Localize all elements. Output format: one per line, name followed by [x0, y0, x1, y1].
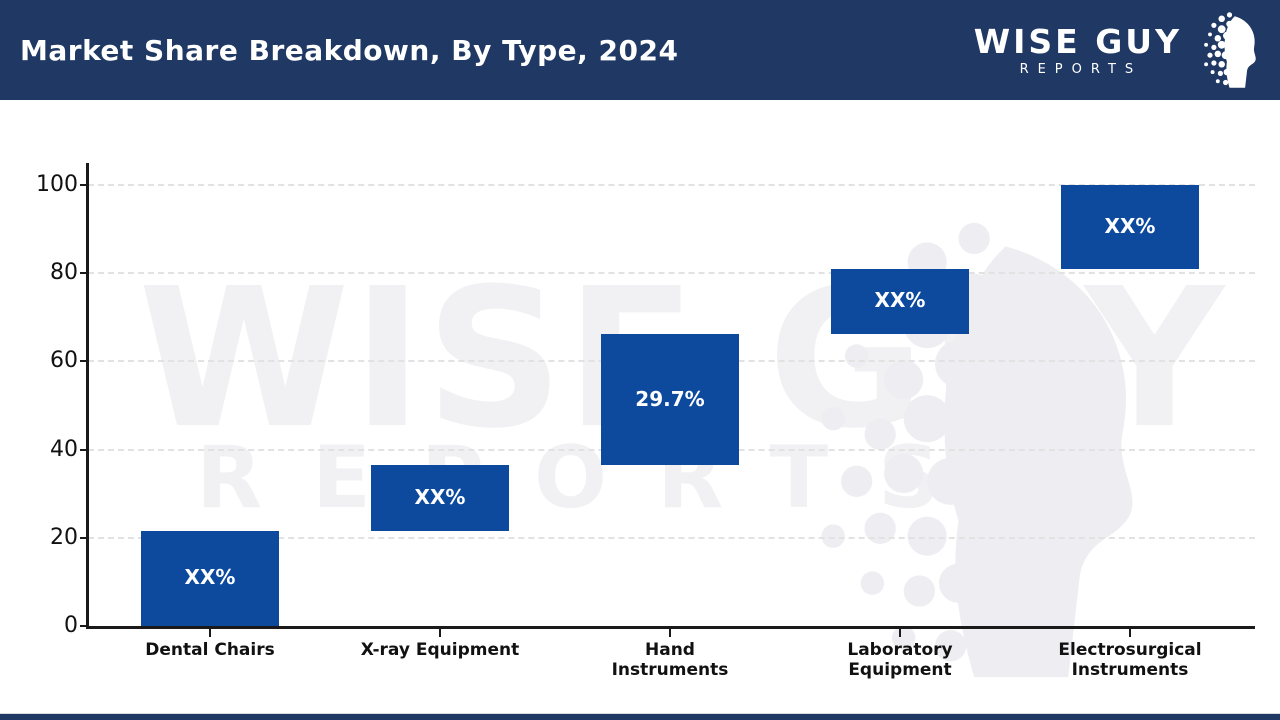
bar-value-label: XX%: [874, 288, 926, 313]
brand-logo-text: WISE GUY REPORTS: [974, 25, 1182, 76]
bar-segment: [371, 465, 509, 531]
x-axis-category-label: Laboratory Equipment: [847, 640, 953, 680]
x-axis-category-label: X-ray Equipment: [360, 640, 520, 660]
y-axis-tick: [80, 625, 88, 627]
x-axis-line: [86, 626, 1255, 629]
brand-logo: WISE GUY REPORTS: [974, 8, 1262, 92]
y-axis-tick: [80, 536, 88, 539]
bar-segment: [601, 334, 739, 466]
x-axis-tick: [209, 629, 211, 637]
y-axis-tick: [80, 360, 88, 363]
bar-value-label: XX%: [1104, 213, 1156, 238]
y-axis-tick-label: 20: [50, 524, 78, 550]
y-axis-tick-label: 40: [50, 436, 78, 462]
y-axis-tick-label: 100: [36, 172, 78, 197]
x-axis-tick: [669, 629, 671, 637]
y-axis-tick: [80, 184, 88, 186]
y-axis-tick-label: 0: [64, 613, 78, 638]
bar-segment: [141, 530, 279, 626]
brand-name: WISE GUY: [973, 21, 1182, 61]
y-gridline: [88, 184, 1255, 186]
brand-subname: REPORTS: [1019, 61, 1143, 77]
bar-segment: [831, 268, 969, 335]
x-axis-category-label: Electrosurgical Instruments: [1058, 640, 1202, 680]
y-axis-tick: [80, 272, 88, 275]
x-axis-tick: [1129, 629, 1131, 637]
bar-value-label: 29.7%: [635, 386, 705, 411]
y-axis-tick: [80, 448, 88, 451]
y-axis-tick-label: 60: [50, 348, 78, 374]
bar-value-label: XX%: [414, 484, 466, 509]
x-axis-category-label: Hand Instruments: [611, 640, 729, 680]
x-axis-tick: [899, 629, 901, 637]
page-title: Market Share Breakdown, By Type, 2024: [20, 33, 679, 67]
x-axis-category-label: Dental Chairs: [145, 640, 275, 660]
footer-bar: [0, 714, 1280, 720]
watermark-head-dots-icon: [821, 222, 1133, 678]
y-gridline: [88, 272, 1255, 275]
y-axis-tick-label: 80: [50, 260, 78, 286]
y-gridline: [88, 536, 1255, 539]
header-bar: Market Share Breakdown, By Type, 2024 WI…: [0, 0, 1280, 100]
y-axis-line: [86, 162, 89, 629]
bar-segment: [1061, 185, 1199, 269]
x-axis-tick: [439, 629, 441, 637]
head-dots-icon: [1204, 12, 1256, 88]
footer-divider: [0, 713, 1280, 714]
bar-value-label: XX%: [184, 565, 236, 590]
watermark-subtext: REPORTS: [196, 428, 991, 528]
